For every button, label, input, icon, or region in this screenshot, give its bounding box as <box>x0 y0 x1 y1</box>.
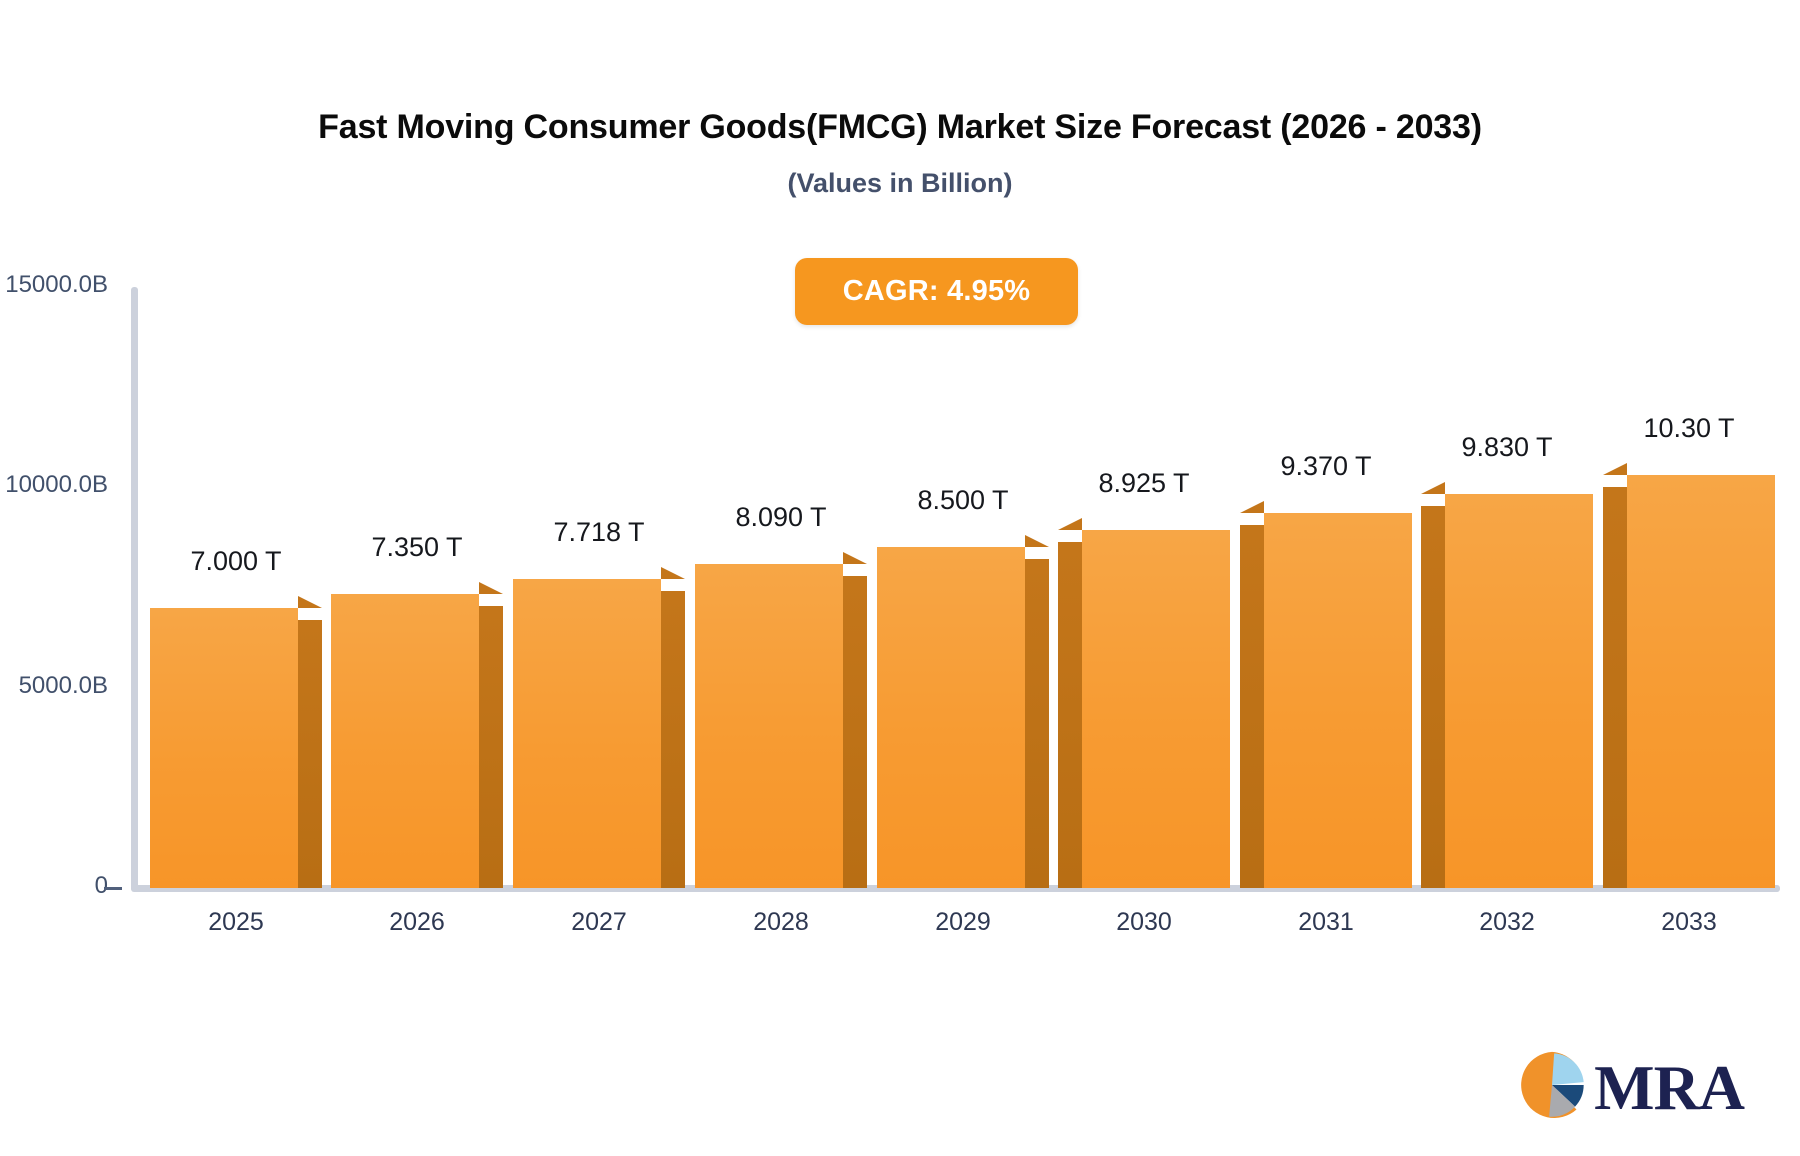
x-axis-tick-label: 2026 <box>389 908 445 936</box>
bar[interactable] <box>1421 482 1593 888</box>
bar-front-face <box>1264 513 1412 888</box>
bar-side-face <box>1240 525 1264 888</box>
bar-side-face <box>479 606 503 888</box>
bar-front-face <box>1627 475 1775 888</box>
bar[interactable] <box>695 552 867 888</box>
y-axis-line <box>131 287 138 891</box>
bar-top-bevel <box>1058 518 1082 530</box>
bar-top-bevel <box>1603 463 1627 475</box>
x-axis-line <box>131 885 1780 892</box>
bar-value-label: 9.370 T <box>1280 451 1372 481</box>
bar-top-bevel <box>1025 535 1049 547</box>
mra-logo: MRA <box>1516 1049 1745 1126</box>
bar[interactable] <box>877 535 1049 888</box>
bar-side-face <box>1603 487 1627 888</box>
bar-top-bevel <box>843 552 867 564</box>
bar-front-face <box>1082 530 1230 888</box>
bar-value-label: 9.830 T <box>1461 432 1553 462</box>
x-axis-tick-label: 2028 <box>753 908 809 936</box>
bar-value-label: 7.718 T <box>553 517 645 547</box>
bar[interactable] <box>150 596 322 888</box>
page-title: Fast Moving Consumer Goods(FMCG) Market … <box>318 108 1482 146</box>
bar-side-face <box>843 576 867 888</box>
bar-front-face <box>695 564 843 888</box>
x-axis-tick-label: 2027 <box>571 908 627 936</box>
bar-front-face <box>877 547 1025 888</box>
bar[interactable] <box>331 582 503 888</box>
y-axis-tick-label: 10000.0B <box>5 471 108 499</box>
bar-front-face <box>513 579 661 888</box>
x-axis-tick-label: 2031 <box>1298 908 1354 936</box>
y-axis-tick-label: 5000.0B <box>18 671 108 699</box>
cagr-badge-label: CAGR: 4.95% <box>842 275 1031 307</box>
bar-side-face <box>1058 542 1082 888</box>
y-axis-tick-label: 0 <box>94 872 108 899</box>
y-axis-tick-mark <box>104 887 122 890</box>
bar-value-label: 8.500 T <box>917 485 1009 515</box>
bar-value-label: 8.925 T <box>1098 468 1190 498</box>
bar-side-face <box>661 591 685 888</box>
x-axis-tick-label: 2033 <box>1661 908 1717 936</box>
bar-value-label: 10.30 T <box>1643 413 1735 443</box>
bar[interactable] <box>1058 518 1230 888</box>
x-axis-tick-label: 2030 <box>1116 908 1172 936</box>
bar-top-bevel <box>1240 501 1264 513</box>
bar-value-label: 7.350 T <box>371 532 463 562</box>
bar-top-bevel <box>661 567 685 579</box>
bar-top-bevel <box>1421 482 1445 494</box>
chart-subtitle: (Values in Billion) <box>787 168 1013 198</box>
bar-front-face <box>331 594 479 888</box>
bar[interactable] <box>513 567 685 888</box>
bar[interactable] <box>1240 501 1412 888</box>
x-axis-tick-label: 2029 <box>935 908 991 936</box>
bar-front-face <box>1445 494 1593 888</box>
bar-top-bevel <box>298 596 322 608</box>
x-axis-tick-label: 2025 <box>208 908 264 936</box>
pie-chart-icon <box>1516 1049 1588 1126</box>
bar-side-face <box>298 620 322 888</box>
y-axis-tick-label: 15000.0B <box>5 271 108 298</box>
bar[interactable] <box>1603 463 1775 888</box>
logo-wordmark: MRA <box>1594 1051 1745 1123</box>
bar-value-label: 7.000 T <box>190 546 282 576</box>
bar-value-label: 8.090 T <box>735 502 827 532</box>
bar-front-face <box>150 608 298 888</box>
x-axis-tick-label: 2032 <box>1479 908 1535 936</box>
bar-side-face <box>1025 559 1049 888</box>
cagr-badge: CAGR: 4.95% <box>795 258 1078 325</box>
bar-side-face <box>1421 506 1445 888</box>
bar-top-bevel <box>479 582 503 594</box>
